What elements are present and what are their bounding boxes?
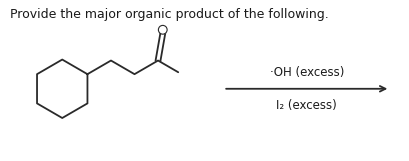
Circle shape: [158, 25, 167, 34]
Text: Provide the major organic product of the following.: Provide the major organic product of the…: [10, 8, 328, 21]
Text: I₂ (excess): I₂ (excess): [276, 99, 337, 112]
Text: ·OH (excess): ·OH (excess): [270, 66, 344, 79]
